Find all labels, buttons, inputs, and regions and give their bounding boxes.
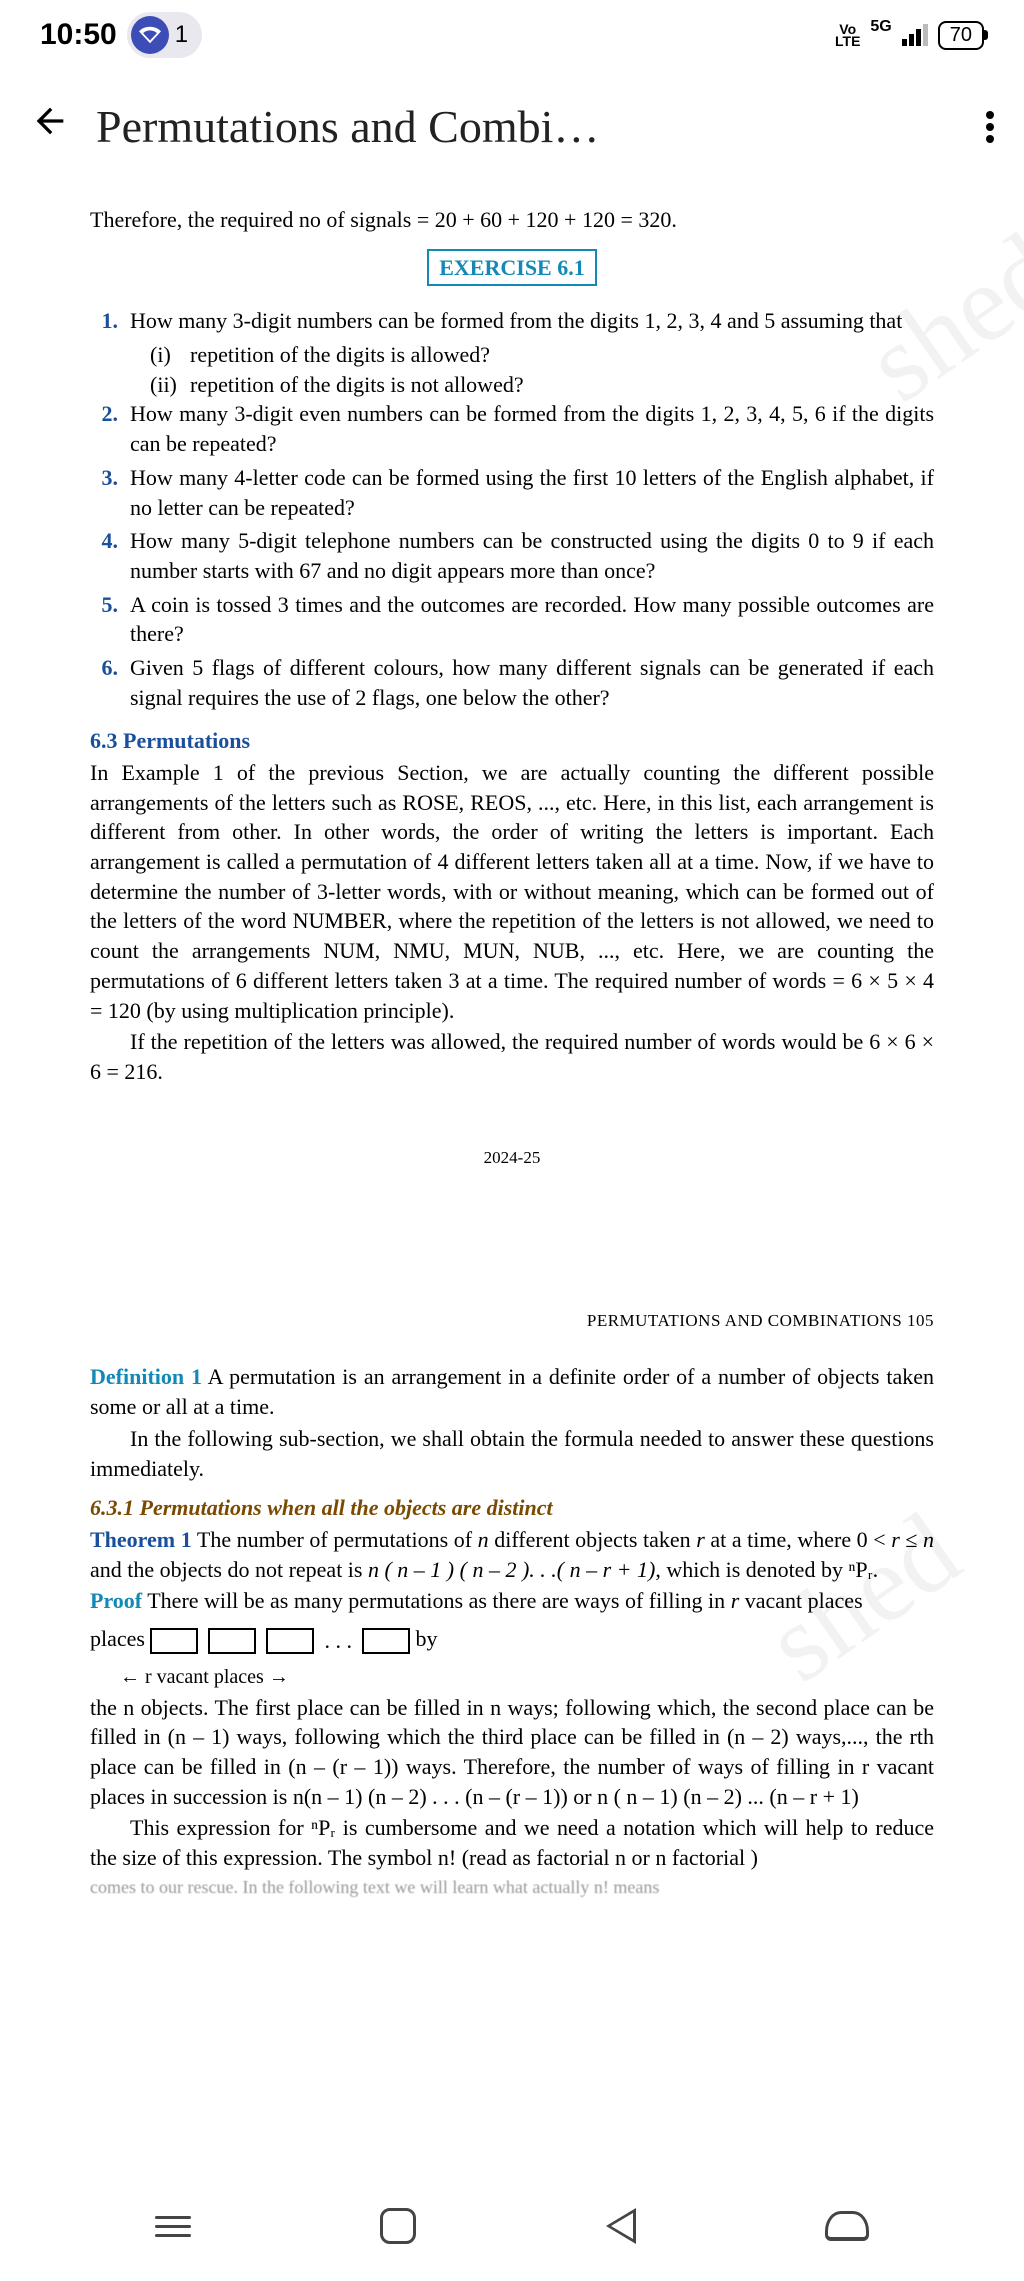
sidebar-button[interactable]	[825, 2211, 869, 2241]
list-item: (i)repetition of the digits is allowed?	[90, 340, 934, 370]
clock: 10:50	[40, 18, 117, 52]
cutoff-line: comes to our rescue. In the following te…	[90, 1875, 934, 1899]
page-title: Permutations and Combi…	[96, 100, 960, 153]
status-bar: 10:50 1 VoLTE 5G 70	[0, 0, 1024, 70]
list-item: 4.How many 5-digit telephone numbers can…	[90, 526, 934, 585]
page-year: 2024-25	[90, 1147, 934, 1170]
back-nav-button[interactable]	[606, 2208, 636, 2244]
slot-box	[362, 1628, 410, 1654]
volte-icon: VoLTE	[835, 23, 860, 47]
system-nav-bar	[0, 2171, 1024, 2281]
vacant-boxes-row: places . . . by	[90, 1624, 934, 1656]
status-left: 10:50 1	[40, 12, 202, 58]
page-header: PERMUTATIONS AND COMBINATIONS 105	[90, 1310, 934, 1333]
list-item: 1.How many 3-digit numbers can be formed…	[90, 306, 934, 336]
proof-para: Proof There will be as many permutations…	[90, 1586, 934, 1616]
section-heading: 6.3 Permutations	[90, 726, 934, 756]
list-item: (ii)repetition of the digits is not allo…	[90, 370, 934, 400]
slot-box	[150, 1628, 198, 1654]
slot-box	[266, 1628, 314, 1654]
battery-indicator: 70	[938, 21, 984, 50]
body-para: the n objects. The first place can be fi…	[90, 1693, 934, 1812]
network-label: 5G	[870, 18, 891, 36]
theorem-para: Theorem 1 The number of permutations of …	[90, 1525, 934, 1584]
intro-line: Therefore, the required no of signals = …	[90, 205, 934, 235]
definition-para: Definition 1 A permutation is an arrange…	[90, 1362, 934, 1421]
document-content: shed shed Therefore, the required no of …	[0, 183, 1024, 1899]
theorem-lead: Theorem 1	[90, 1527, 192, 1552]
exercise-heading: EXERCISE 6.1	[427, 249, 596, 287]
list-item: 2.How many 3-digit even numbers can be f…	[90, 399, 934, 458]
signal-icon	[902, 24, 928, 46]
hotspot-icon	[131, 16, 169, 54]
recents-button[interactable]	[155, 2216, 191, 2237]
body-para: In Example 1 of the previous Section, we…	[90, 758, 934, 1025]
subsection-heading: 6.3.1 Permutations when all the objects …	[90, 1493, 934, 1523]
exercise-list: 1.How many 3-digit numbers can be formed…	[90, 306, 934, 712]
hotspot-count: 1	[175, 21, 188, 49]
definition-lead: Definition 1	[90, 1364, 202, 1389]
back-button[interactable]	[30, 101, 70, 152]
app-top-bar: Permutations and Combi…	[0, 70, 1024, 183]
list-item: 3.How many 4-letter code can be formed u…	[90, 463, 934, 522]
body-para: In the following sub-section, we shall o…	[90, 1424, 934, 1483]
more-menu-button[interactable]	[986, 111, 994, 143]
home-button[interactable]	[380, 2208, 416, 2244]
body-para: This expression for ⁿPᵣ is cumbersome an…	[90, 1813, 934, 1872]
status-right: VoLTE 5G 70	[835, 21, 984, 50]
list-item: 6.Given 5 flags of different colours, ho…	[90, 653, 934, 712]
slot-box	[208, 1628, 256, 1654]
proof-lead: Proof	[90, 1588, 142, 1613]
arrow-label: ← r vacant places →	[90, 1664, 934, 1691]
hotspot-badge[interactable]: 1	[127, 12, 202, 58]
list-item: 5.A coin is tossed 3 times and the outco…	[90, 590, 934, 649]
body-para: If the repetition of the letters was all…	[90, 1027, 934, 1086]
